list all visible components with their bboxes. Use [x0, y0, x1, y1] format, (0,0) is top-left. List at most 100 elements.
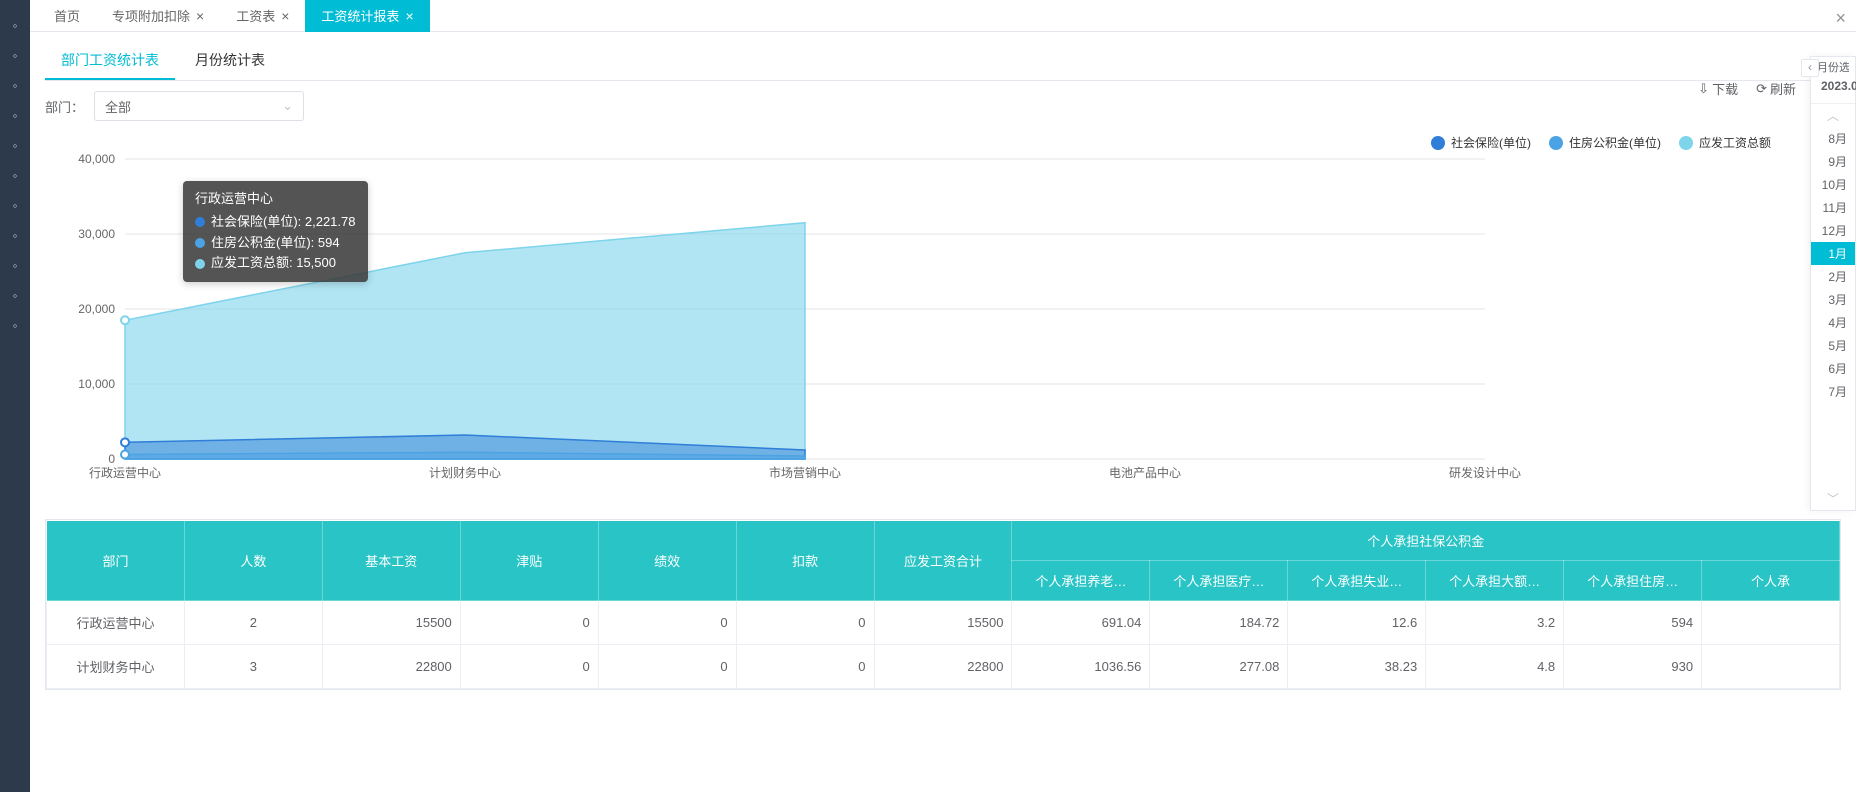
month-panel-year: 2023.01 — [1817, 75, 1849, 99]
sidebar-nav-icon[interactable]: ◦ — [0, 190, 30, 220]
table-header: 个人承担失业… — [1288, 561, 1426, 601]
legend-item[interactable]: 住房公积金(单位) — [1549, 134, 1661, 151]
download-icon: ⇩ — [1698, 81, 1709, 97]
sidebar-nav-icon[interactable]: ◦ — [0, 310, 30, 340]
table-header: 个人承担医疗… — [1150, 561, 1288, 601]
month-item[interactable]: 11月 — [1811, 196, 1855, 219]
tab-label: 工资表 — [236, 6, 275, 25]
chevron-left-icon[interactable]: ‹ — [1801, 59, 1819, 77]
svg-text:10,000: 10,000 — [78, 377, 115, 391]
tooltip-dot-icon — [195, 217, 205, 227]
sidebar-nav-icon[interactable]: ◦ — [0, 130, 30, 160]
table-row: 行政运营中心21550000015500691.04184.7212.63.25… — [47, 601, 1840, 645]
chart-legend: 社会保险(单位) 住房公积金(单位) 应发工资总额 — [1431, 134, 1771, 151]
table-cell: 15500 — [874, 601, 1012, 645]
select-value: 全部 — [105, 97, 131, 116]
refresh-icon: ⟳ — [1756, 81, 1767, 97]
sidebar-nav-icon[interactable]: ◦ — [0, 250, 30, 280]
sidebar-nav-icon[interactable]: ◦ — [0, 100, 30, 130]
month-item[interactable]: 7月 — [1811, 380, 1855, 403]
close-icon[interactable]: × — [281, 8, 289, 24]
refresh-button[interactable]: ⟳ 刷新 — [1756, 79, 1796, 98]
table-cell: 0 — [598, 645, 736, 689]
table-cell: 0 — [736, 645, 874, 689]
month-item[interactable]: 2月 — [1811, 265, 1855, 288]
legend-label: 应发工资总额 — [1699, 134, 1771, 151]
tooltip-text: 社会保险(单位): 2,221.78 — [211, 212, 356, 233]
department-select[interactable]: 全部 ⌄ — [94, 91, 304, 121]
table-group-header: 个人承担社保公积金 — [1012, 521, 1840, 561]
sidebar-nav-icon[interactable]: ◦ — [0, 280, 30, 310]
sidebar-nav-icon[interactable]: ◦ — [0, 160, 30, 190]
table-cell: 22800 — [322, 645, 460, 689]
tooltip-dot-icon — [195, 238, 205, 248]
tab[interactable]: 专项附加扣除× — [96, 0, 220, 32]
month-item[interactable]: 1月2023 — [1811, 242, 1855, 265]
svg-text:30,000: 30,000 — [78, 227, 115, 241]
table-cell: 3 — [184, 645, 322, 689]
table-cell: 691.04 — [1012, 601, 1150, 645]
sidebar-nav-icon[interactable]: ◦ — [0, 220, 30, 250]
table-header: 扣款 — [736, 521, 874, 601]
legend-item[interactable]: 社会保险(单位) — [1431, 134, 1531, 151]
month-item[interactable]: 4月 — [1811, 311, 1855, 334]
svg-text:市场营销中心: 市场营销中心 — [769, 465, 841, 480]
close-all-icon[interactable]: × — [1835, 8, 1846, 29]
table-cell: 3.2 — [1426, 601, 1564, 645]
legend-dot-icon — [1549, 136, 1563, 150]
svg-text:计划财务中心: 计划财务中心 — [429, 465, 501, 480]
table-cell: 计划财务中心 — [47, 645, 185, 689]
close-icon[interactable]: × — [196, 8, 204, 24]
month-item[interactable]: 3月 — [1811, 288, 1855, 311]
tab[interactable]: 工资表 × — [220, 0, 305, 32]
svg-text:0: 0 — [108, 452, 115, 466]
month-item[interactable]: 12月 — [1811, 219, 1855, 242]
table-cell: 277.08 — [1150, 645, 1288, 689]
chart-tooltip: 行政运营中心 社会保险(单位): 2,221.78住房公积金(单位): 594应… — [183, 181, 368, 282]
legend-label: 住房公积金(单位) — [1569, 134, 1661, 151]
legend-dot-icon — [1679, 136, 1693, 150]
table-header: 个人承担大额… — [1426, 561, 1564, 601]
table-header: 个人承担养老… — [1012, 561, 1150, 601]
refresh-label: 刷新 — [1770, 79, 1796, 98]
month-item[interactable]: 8月 — [1811, 127, 1855, 150]
table-header: 应发工资合计 — [874, 521, 1012, 601]
tooltip-row: 应发工资总额: 15,500 — [195, 253, 356, 274]
table-cell: 4.8 — [1426, 645, 1564, 689]
year-badge: 2023 — [1811, 243, 1815, 257]
sidebar-nav-icon[interactable]: ◦ — [0, 40, 30, 70]
table-header: 津贴 — [460, 521, 598, 601]
sub-tabs: 部门工资统计表月份统计表 — [45, 42, 1841, 81]
table-cell: 12.6 — [1288, 601, 1426, 645]
tooltip-row: 住房公积金(单位): 594 — [195, 233, 356, 254]
table-header: 人数 — [184, 521, 322, 601]
table-cell: 0 — [460, 645, 598, 689]
month-item[interactable]: 10月 — [1811, 173, 1855, 196]
legend-label: 社会保险(单位) — [1451, 134, 1531, 151]
close-icon[interactable]: × — [405, 8, 413, 24]
month-item[interactable]: 6月 — [1811, 357, 1855, 380]
sub-tab[interactable]: 月份统计表 — [179, 42, 281, 80]
chart-area: 社会保险(单位)住房公积金(单位)应发工资总额 010,00020,00030,… — [45, 129, 1841, 509]
table-cell: 38.23 — [1288, 645, 1426, 689]
table-cell: 1036.56 — [1012, 645, 1150, 689]
svg-text:研发设计中心: 研发设计中心 — [1449, 465, 1521, 480]
svg-text:40,000: 40,000 — [78, 152, 115, 166]
month-panel-title: 月份选择 — [1817, 61, 1849, 75]
sidebar-nav-icon[interactable]: ◦ — [0, 10, 30, 40]
table-cell — [1702, 601, 1840, 645]
month-up-icon[interactable]: ︿ — [1811, 104, 1855, 127]
tab[interactable]: 首页 — [38, 0, 96, 32]
month-down-icon[interactable]: ﹀ — [1811, 487, 1855, 510]
month-item[interactable]: 9月 — [1811, 150, 1855, 173]
sub-tab[interactable]: 部门工资统计表 — [45, 42, 175, 80]
month-item[interactable]: 5月 — [1811, 334, 1855, 357]
legend-item[interactable]: 应发工资总额 — [1679, 134, 1771, 151]
sidebar-nav-icon[interactable]: ◦ — [0, 70, 30, 100]
download-label: 下载 — [1712, 79, 1738, 98]
tab[interactable]: 工资统计报表× — [305, 0, 429, 32]
download-button[interactable]: ⇩ 下载 — [1698, 79, 1738, 98]
table-header: 部门 — [47, 521, 185, 601]
tooltip-row: 社会保险(单位): 2,221.78 — [195, 212, 356, 233]
table-cell: 184.72 — [1150, 601, 1288, 645]
